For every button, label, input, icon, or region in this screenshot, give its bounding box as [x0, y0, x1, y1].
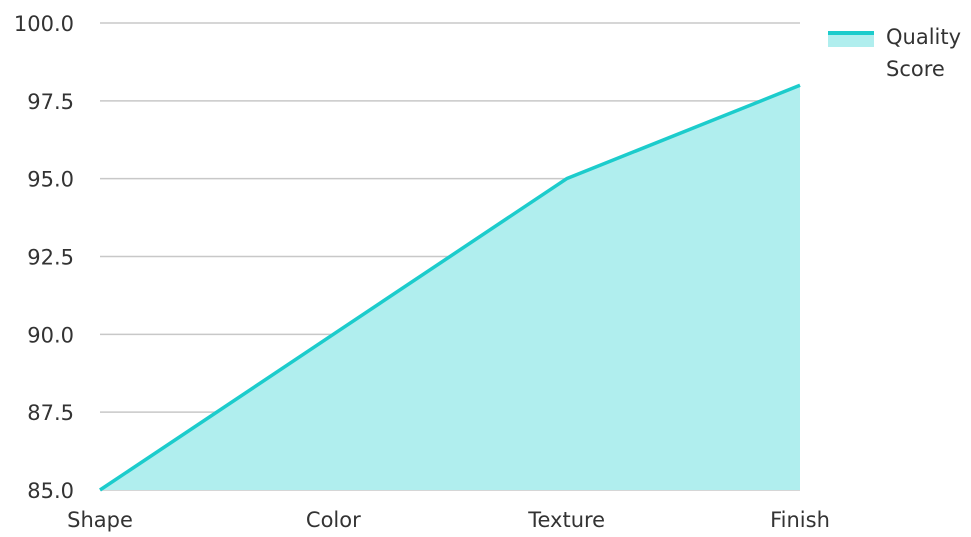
y-tick-label: 85.0 [27, 479, 74, 503]
legend-label-line-2: Score [886, 57, 945, 81]
legend-label-line-1: Quality [886, 25, 961, 49]
x-axis-ticks: Shape Color Texture Finish [67, 508, 830, 532]
y-tick-label: 92.5 [27, 246, 74, 270]
legend-fill-swatch [828, 35, 874, 47]
y-tick-label: 97.5 [27, 90, 74, 114]
x-tick-label-finish: Finish [770, 508, 830, 532]
y-tick-label: 90.0 [27, 323, 74, 347]
area-series [99, 83, 801, 492]
legend: Quality Score [828, 25, 961, 81]
x-tick-label-texture: Texture [527, 508, 605, 532]
series-line [99, 83, 801, 492]
y-tick-label: 95.0 [27, 168, 74, 192]
area-fill [100, 85, 800, 491]
y-axis-ticks: 85.0 87.5 90.0 92.5 95.0 97.5 100.0 [14, 12, 74, 503]
y-tick-label: 87.5 [27, 401, 74, 425]
y-tick-label: 100.0 [14, 12, 74, 36]
x-tick-label-shape: Shape [67, 508, 133, 532]
x-tick-label-color: Color [306, 508, 361, 532]
